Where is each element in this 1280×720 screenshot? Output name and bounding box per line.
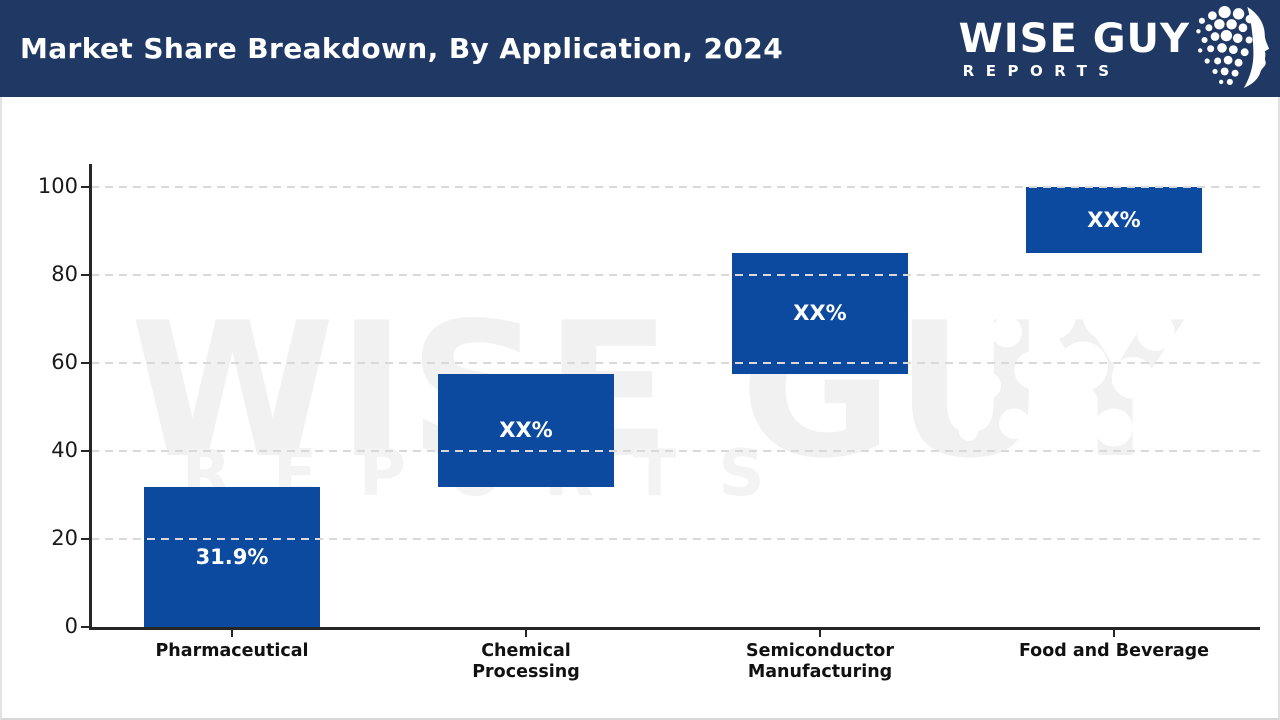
logo-subtitle: REPORTS [962,61,1121,80]
x-tick-mark-2 [525,629,527,637]
page-title: Market Share Breakdown, By Application, … [20,32,784,65]
bar-semiconductor-manufacturing: XX% [732,252,908,374]
gridline-20 [91,538,1260,540]
y-axis-line [89,164,92,629]
gridline-60 [91,362,1260,364]
logo-wordmark: WISE GUY [958,15,1190,62]
logo-text: WISE GUY REPORTS [959,18,1190,80]
category-label-food-and-beverage: Food and Beverage [964,641,1264,662]
bar-value-label-chemical-processing: XX% [499,418,553,443]
bar-food-and-beverage: XX% [1026,187,1202,253]
bar-value-label-food-and-beverage: XX% [1087,207,1141,232]
y-tick-mark-20 [81,538,90,540]
x-tick-mark-4 [1113,629,1115,637]
y-tick-label-20: 20 [51,526,78,550]
y-tick-mark-80 [81,274,90,276]
category-label-line: Food and Beverage [1018,641,1210,661]
y-tick-mark-0 [81,626,90,628]
gridline-80 [91,274,1260,276]
y-tick-label-60: 60 [51,350,78,374]
gridline-100 [91,186,1260,188]
category-label-line: Semiconductor [746,641,894,661]
category-label-line: Pharmaceutical [155,641,309,661]
gridline-40 [91,450,1260,452]
chart-canvas: WISE GUY REPORTS 31.9%XX%XX%XX%020406080… [0,97,1280,720]
category-label-semiconductor-manufacturing: Semiconductor Manufacturing [670,641,970,683]
header-bar: Market Share Breakdown, By Application, … [0,0,1280,97]
bar-value-label-pharmaceutical: 31.9% [195,544,269,569]
y-tick-label-100: 100 [37,174,78,198]
category-label-pharmaceutical: Pharmaceutical [82,641,382,662]
y-tick-label-80: 80 [51,262,78,286]
bar-value-label-semiconductor-manufacturing: XX% [793,301,847,326]
category-label-line: Processing [472,662,580,682]
y-tick-label-40: 40 [51,438,78,462]
x-axis-line [89,627,1260,630]
y-tick-mark-60 [81,362,90,364]
category-label-line: Manufacturing [747,662,893,682]
x-tick-mark-3 [819,629,821,637]
logo-dots-head-icon [1196,5,1270,88]
category-label-chemical-processing: Chemical Processing [376,641,676,683]
y-tick-mark-100 [81,186,90,188]
y-tick-label-0: 0 [64,614,78,638]
category-label-line: Chemical [481,641,571,661]
wiseguy-logo: WISE GUY REPORTS [959,5,1280,91]
bar-chemical-processing: XX% [438,373,614,487]
bar-pharmaceutical: 31.9% [144,486,320,627]
y-tick-mark-40 [81,450,90,452]
x-tick-mark-1 [231,629,233,637]
